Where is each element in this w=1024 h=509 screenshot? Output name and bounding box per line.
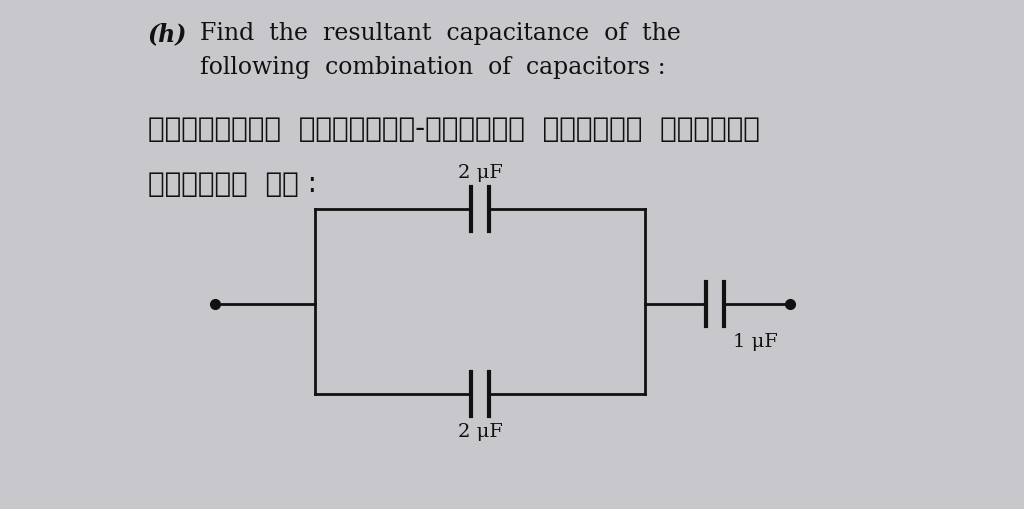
Text: ନିର୍ଣୟ  କର :: ନିର୍ଣୟ କର :: [148, 169, 317, 197]
Text: 2 μF: 2 μF: [458, 164, 503, 182]
Text: 1 μF: 1 μF: [733, 332, 778, 350]
Text: 2 μF: 2 μF: [458, 422, 503, 440]
Text: Find  the  resultant  capacitance  of  the: Find the resultant capacitance of the: [200, 22, 681, 45]
Text: (h): (h): [148, 22, 187, 46]
Text: following  combination  of  capacitors :: following combination of capacitors :: [200, 56, 666, 79]
Text: ନମୁଲିଖିତ  ଧାରିତ୍ର-ସଂଯୋଗର  ଫଳାଫଳୀ  ଧାରିତା: ନମୁଲିଖିତ ଧାରିତ୍ର-ସଂଯୋଗର ଫଳାଫଳୀ ଧାରିତା: [148, 115, 760, 143]
